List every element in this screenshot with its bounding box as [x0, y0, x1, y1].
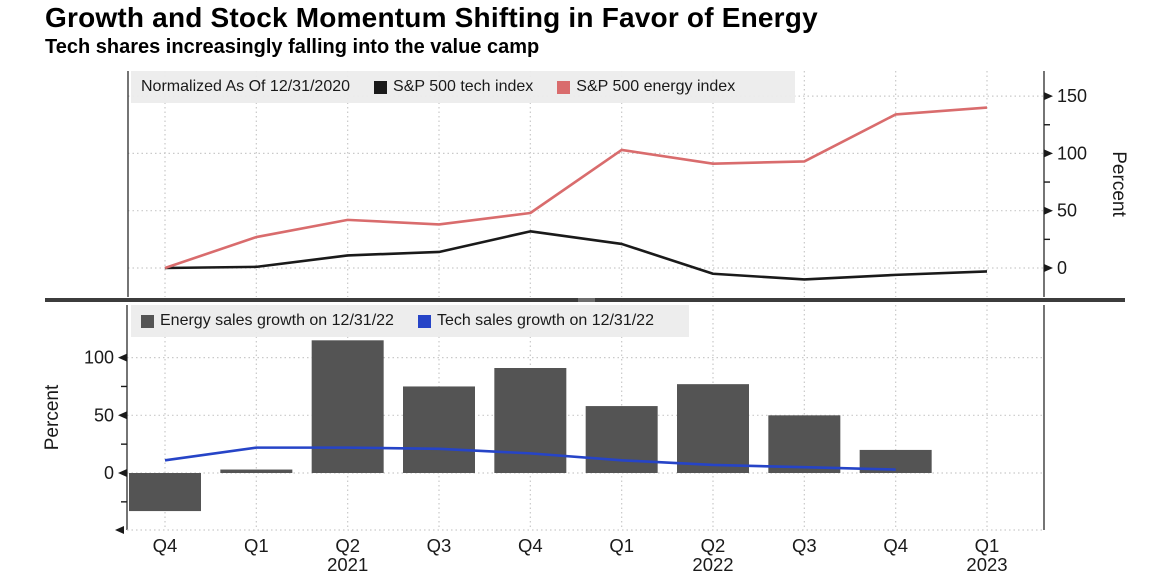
energy-sales-bar [220, 469, 293, 473]
legend-note: Normalized As Of 12/31/2020 [141, 78, 351, 95]
y-tick-label: 0 [1057, 258, 1067, 278]
x-tick-label: Q1 [975, 535, 1000, 556]
y-major-tick [1044, 206, 1053, 215]
energy-sales-bar [403, 386, 475, 473]
energy-index-swatch-icon [557, 80, 571, 94]
legend-label-tech-index: S&P 500 tech index [393, 78, 534, 95]
energy-series-line [164, 106, 988, 270]
x-tick-label: Q1 [609, 535, 634, 556]
energy-sales-bar [768, 415, 841, 473]
legend-label-energy-sales: Energy sales growth on 12/31/22 [160, 312, 394, 329]
energy-sales-bar [585, 406, 658, 473]
legend-label-tech-sales: Tech sales growth on 12/31/22 [436, 312, 654, 329]
tech-series-line [164, 230, 988, 281]
legend-item-energy-sales: Energy sales growth on 12/31/22 [141, 312, 394, 330]
x-tick-label: Q2 [701, 535, 726, 556]
energy-sales-bar [859, 449, 932, 473]
legend-item-tech-index: S&P 500 tech index [374, 78, 533, 96]
panel-divider [45, 298, 1125, 302]
y-major-tick [118, 353, 127, 362]
y-axis-title: Percent [1108, 151, 1129, 217]
x-tick-label: Q4 [153, 535, 178, 556]
divider-watermark-notch [578, 298, 595, 302]
y-major-tick [118, 469, 127, 477]
y-axis-title: Percent [42, 384, 63, 450]
legend-item-tech-sales: Tech sales growth on 12/31/22 [417, 312, 654, 330]
y-major-tick [1044, 149, 1053, 158]
tech-sales-swatch-icon [417, 314, 431, 328]
legend-label-energy-index: S&P 500 energy index [576, 78, 736, 95]
energy-sales-bar [494, 368, 567, 473]
x-tick-label: Q3 [427, 535, 452, 556]
energy-sales-bar [129, 473, 201, 512]
y-major-tick [118, 411, 127, 420]
y-tick-label: 50 [1057, 201, 1077, 221]
chart-title: Growth and Stock Momentum Shifting in Fa… [45, 2, 818, 33]
y-major-tick [1044, 264, 1053, 273]
chart-subtitle: Tech shares increasingly falling into th… [45, 36, 540, 58]
year-label: 2021 [327, 554, 368, 574]
y-tick-label: 150 [1057, 86, 1087, 106]
x-tick-label: Q3 [792, 535, 817, 556]
energy-sales-bar [311, 340, 384, 473]
top-legend: Normalized As Of 12/31/2020 S&P 500 tech… [131, 71, 795, 103]
x-axis-end-arrow [115, 526, 124, 534]
energy-sales-swatch-icon [141, 314, 154, 328]
bottom-legend: Energy sales growth on 12/31/22 Tech sal… [131, 305, 689, 337]
x-tick-label: Q4 [883, 535, 908, 556]
y-tick-label: 50 [94, 405, 114, 425]
tech-series-line [164, 446, 896, 471]
year-label: 2022 [692, 554, 733, 574]
y-tick-label: 100 [1057, 143, 1087, 163]
y-tick-label: 0 [104, 463, 114, 483]
x-tick-label: Q1 [244, 535, 269, 556]
year-label: 2023 [966, 554, 1007, 574]
energy-sales-bar [677, 384, 749, 473]
y-major-tick [1044, 92, 1053, 101]
y-tick-label: 100 [84, 348, 114, 368]
x-tick-label: Q2 [335, 535, 360, 556]
x-tick-label: Q4 [518, 535, 543, 556]
tech-index-swatch-icon [374, 80, 388, 94]
legend-item-energy-index: S&P 500 energy index [557, 78, 735, 96]
